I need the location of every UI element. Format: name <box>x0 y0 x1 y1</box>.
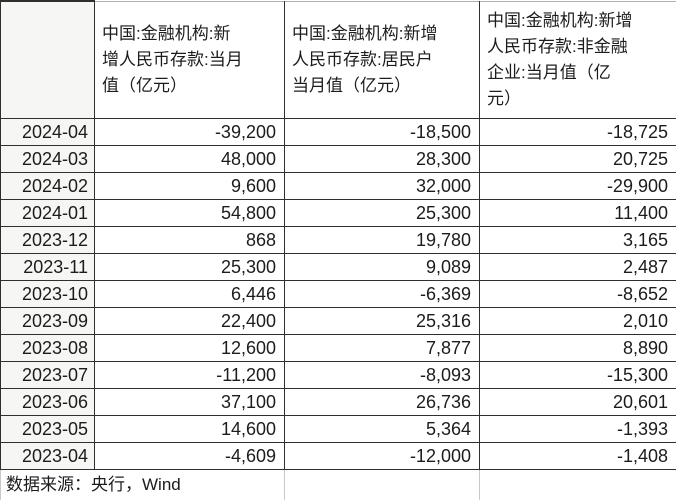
value-cell: -39,200 <box>94 118 285 146</box>
date-cell: 2023-12 <box>0 226 95 254</box>
table-row: 2023-08 12,600 7,877 8,890 <box>0 334 676 362</box>
table-row: 2023-04 -4,609 -12,000 -1,408 <box>0 442 676 470</box>
date-cell: 2023-07 <box>0 361 95 389</box>
value-cell: 7,877 <box>284 334 480 362</box>
table-row: 2024-04 -39,200 -18,500 -18,725 <box>0 118 676 146</box>
date-cell: 2023-10 <box>0 280 95 308</box>
date-cell: 2023-04 <box>0 442 95 470</box>
value-cell: 32,000 <box>284 172 480 200</box>
value-cell: 20,725 <box>479 145 676 173</box>
value-cell: 54,800 <box>94 199 285 227</box>
table-row: 2024-01 54,800 25,300 11,400 <box>0 199 676 227</box>
value-cell: 22,400 <box>94 307 285 335</box>
value-cell: -1,393 <box>479 415 676 443</box>
date-cell: 2023-06 <box>0 388 95 416</box>
date-cell: 2023-05 <box>0 415 95 443</box>
value-cell: -18,725 <box>479 118 676 146</box>
value-cell: 2,010 <box>479 307 676 335</box>
table-row: 2023-11 25,300 9,089 2,487 <box>0 253 676 281</box>
value-cell: 20,601 <box>479 388 676 416</box>
table-row: 2023-07 -11,200 -8,093 -15,300 <box>0 361 676 389</box>
value-cell: 5,364 <box>284 415 480 443</box>
table-row: 2023-12 868 19,780 3,165 <box>0 226 676 254</box>
value-cell: -6,369 <box>284 280 480 308</box>
value-cell: 9,089 <box>284 253 480 281</box>
value-cell: -11,200 <box>94 361 285 389</box>
date-cell: 2024-04 <box>0 118 95 146</box>
column-header-total: 中国:金融机构:新 增人民币存款:当月 值（亿元） <box>94 0 285 119</box>
value-cell: 868 <box>94 226 285 254</box>
value-cell: 28,300 <box>284 145 480 173</box>
value-cell: 8,890 <box>479 334 676 362</box>
value-cell: -8,093 <box>284 361 480 389</box>
column-header-nonfinancial: 中国:金融机构:新增 人民币存款:非金融 企业:当月值（亿 元） <box>479 0 676 119</box>
value-cell: 48,000 <box>94 145 285 173</box>
column-header-households: 中国:金融机构:新增 人民币存款:居民户 当月值（亿元） <box>284 0 480 119</box>
value-cell: 9,600 <box>94 172 285 200</box>
source-row: 数据来源：央行，Wind <box>0 469 676 500</box>
date-cell: 2024-01 <box>0 199 95 227</box>
value-cell: 12,600 <box>94 334 285 362</box>
table-row: 2023-05 14,600 5,364 -1,393 <box>0 415 676 443</box>
value-cell: 11,400 <box>479 199 676 227</box>
value-cell: 26,736 <box>284 388 480 416</box>
value-cell: 37,100 <box>94 388 285 416</box>
value-cell: 25,316 <box>284 307 480 335</box>
date-cell: 2023-11 <box>0 253 95 281</box>
value-cell: 19,780 <box>284 226 480 254</box>
value-cell: 25,300 <box>284 199 480 227</box>
value-cell: 2,487 <box>479 253 676 281</box>
data-source-note: 数据来源：央行，Wind <box>0 469 285 500</box>
value-cell: -15,300 <box>479 361 676 389</box>
table-row: 2023-10 6,446 -6,369 -8,652 <box>0 280 676 308</box>
empty-cell <box>284 469 480 500</box>
date-cell: 2023-09 <box>0 307 95 335</box>
value-cell: 25,300 <box>94 253 285 281</box>
table-row: 2024-02 9,600 32,000 -29,900 <box>0 172 676 200</box>
table-row: 2023-06 37,100 26,736 20,601 <box>0 388 676 416</box>
value-cell: -1,408 <box>479 442 676 470</box>
value-cell: 6,446 <box>94 280 285 308</box>
date-cell: 2024-02 <box>0 172 95 200</box>
header-row: 中国:金融机构:新 增人民币存款:当月 值（亿元） 中国:金融机构:新增 人民币… <box>0 0 676 119</box>
value-cell: -8,652 <box>479 280 676 308</box>
date-cell: 2024-03 <box>0 145 95 173</box>
table-row: 2023-09 22,400 25,316 2,010 <box>0 307 676 335</box>
value-cell: -29,900 <box>479 172 676 200</box>
value-cell: 14,600 <box>94 415 285 443</box>
corner-cell <box>0 0 95 119</box>
value-cell: -12,000 <box>284 442 480 470</box>
date-cell: 2023-08 <box>0 334 95 362</box>
table-row: 2024-03 48,000 28,300 20,725 <box>0 145 676 173</box>
value-cell: -18,500 <box>284 118 480 146</box>
empty-cell <box>479 469 676 500</box>
value-cell: 3,165 <box>479 226 676 254</box>
value-cell: -4,609 <box>94 442 285 470</box>
